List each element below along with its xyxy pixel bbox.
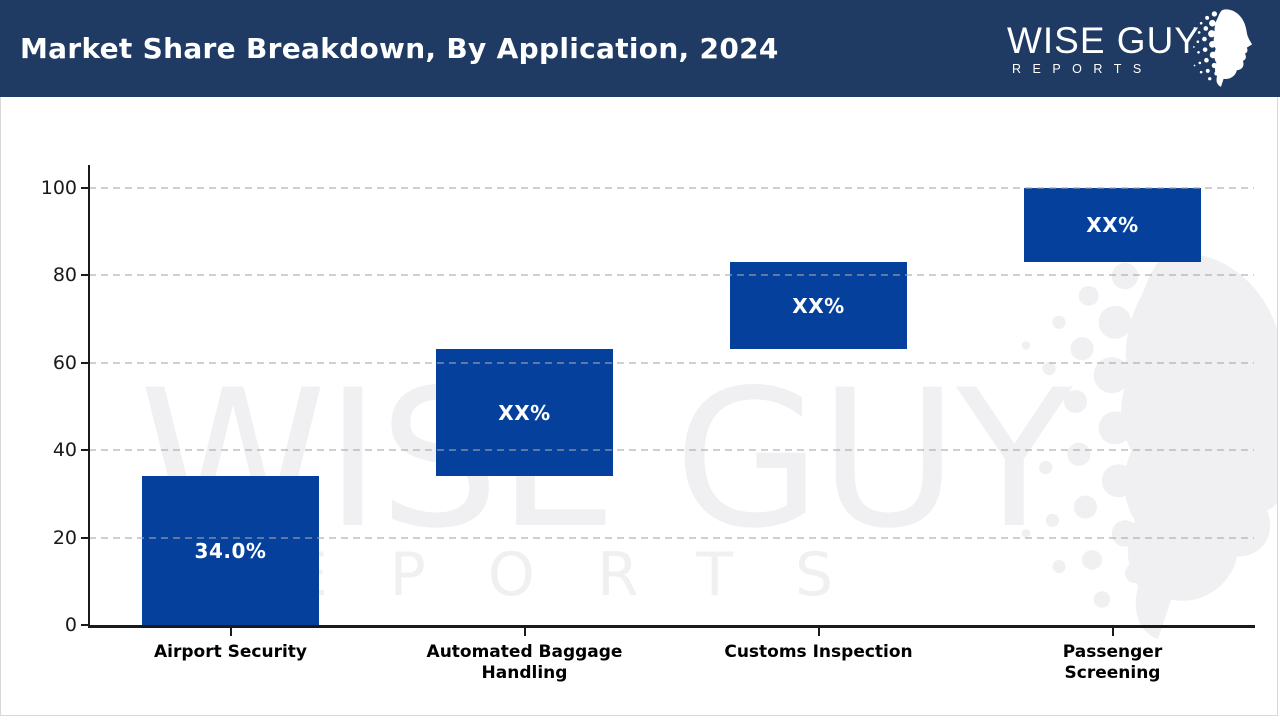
x-category-label: Customs Inspection xyxy=(724,642,913,662)
gridline-60 xyxy=(89,361,1254,364)
x-category-label: Airport Security xyxy=(153,642,308,662)
y-tick-mark xyxy=(81,449,88,451)
logo-subtitle: REPORTS xyxy=(1011,61,1153,76)
wiseguy-logo: WISE GUY REPORTS xyxy=(1007,6,1256,92)
y-tick-mark xyxy=(81,361,88,364)
gridline-40 xyxy=(89,449,1254,451)
bar-value-label: XX% xyxy=(1086,212,1139,237)
bar-airport-security: 34.0% xyxy=(142,476,319,625)
header-bar: Market Share Breakdown, By Application, … xyxy=(0,0,1280,97)
bar-value-label: 34.0% xyxy=(194,538,267,563)
x-axis-line xyxy=(88,625,1255,628)
x-tick-mark xyxy=(1111,628,1114,636)
plot-canvas: WISE GUY REPORTS 34.0% Airport Securit xyxy=(1,97,1277,715)
x-tick-mark xyxy=(817,628,820,636)
x-category-label: Automated Baggage Handling xyxy=(426,642,623,684)
y-tick-label: 60 xyxy=(52,351,77,374)
gridline-100 xyxy=(89,186,1254,189)
y-tick-mark xyxy=(81,536,88,539)
bar-automated-baggage-handling: XX% xyxy=(436,349,613,477)
y-tick-label: 20 xyxy=(52,526,77,549)
y-axis-line xyxy=(88,165,90,627)
gridline-20 xyxy=(89,536,1254,539)
y-tick-label: 0 xyxy=(64,614,77,636)
page-title: Market Share Breakdown, By Application, … xyxy=(20,32,779,65)
bar-customs-inspection: XX% xyxy=(730,261,907,350)
logo-wordmark: WISE GUY xyxy=(1006,19,1200,61)
wiseguy-logo-text: WISE GUY REPORTS xyxy=(1007,22,1200,76)
x-tick-mark xyxy=(523,628,526,636)
y-tick-label: 80 xyxy=(52,264,77,286)
chart-container: WISE GUY REPORTS 34.0% Airport Securit xyxy=(0,97,1278,716)
bar-value-label: XX% xyxy=(792,293,845,318)
face-profile-dots-icon xyxy=(1193,8,1253,87)
bar-value-label: XX% xyxy=(498,400,551,425)
y-tick-mark xyxy=(81,624,88,626)
gridline-80 xyxy=(89,274,1254,276)
bar-passenger-screening: XX% xyxy=(1024,187,1201,262)
x-category-label: Passenger Screening xyxy=(1062,642,1163,684)
y-tick-label: 100 xyxy=(40,176,77,199)
y-tick-mark xyxy=(81,186,88,189)
y-tick-label: 40 xyxy=(52,439,77,461)
y-tick-mark xyxy=(81,274,88,276)
x-tick-mark xyxy=(229,628,232,636)
watermark-face-profile-dots-icon xyxy=(1018,253,1277,640)
